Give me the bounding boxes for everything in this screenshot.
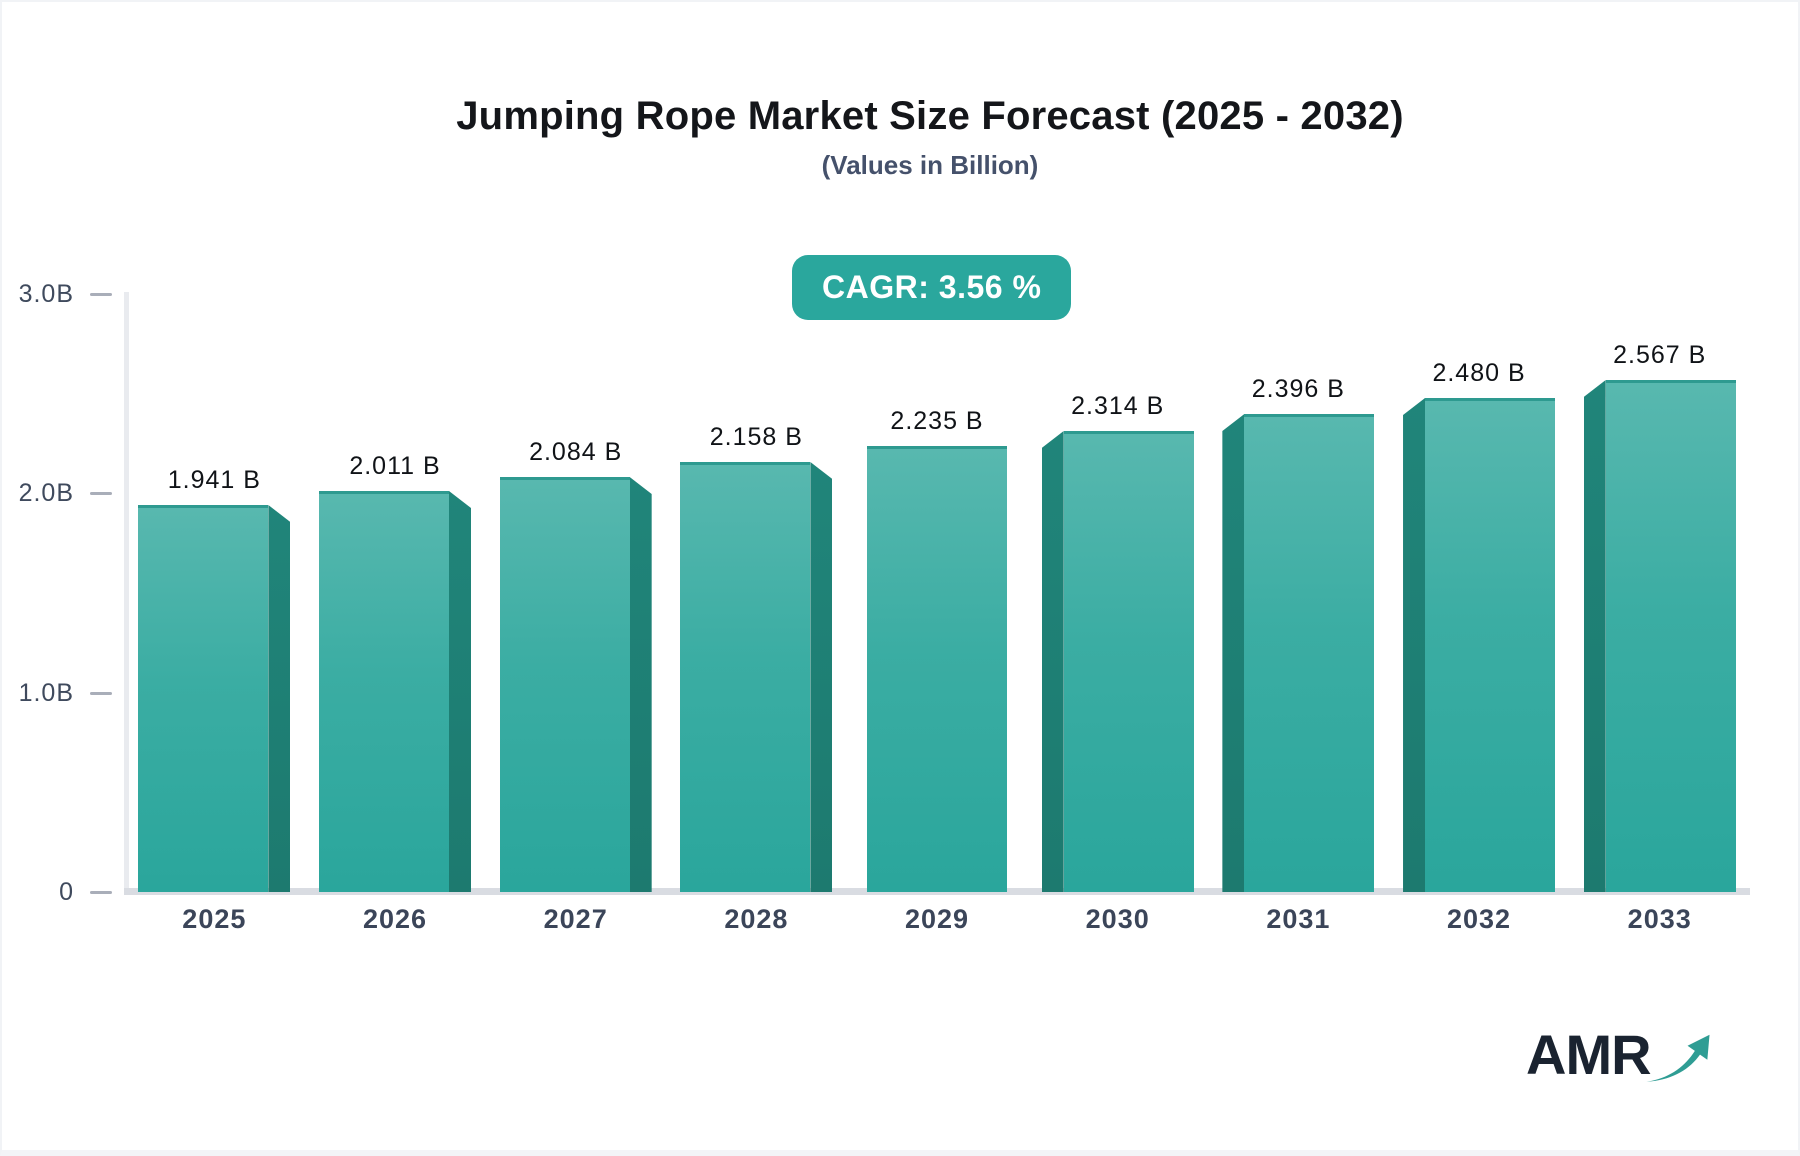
bar-value-label: 1.941 B (167, 466, 261, 494)
bar-2029: 2.235 B (867, 407, 1008, 892)
bar-value-label: 2.158 B (709, 423, 803, 451)
bar-2028: 2.158 B (680, 423, 833, 892)
amr-logo: AMR (1526, 1024, 1711, 1093)
x-axis-label: 2032 (1447, 904, 1512, 934)
chart-subtitle: (Values in Billion) (821, 150, 1039, 180)
bar-slot: 2.314 B (1027, 294, 1208, 892)
bar-side-shade (1041, 431, 1064, 892)
bar-slot: 2.396 B (1208, 294, 1389, 892)
y-tick-label: 0 (59, 877, 74, 906)
bar-face (1425, 398, 1556, 892)
bar-face (319, 491, 449, 892)
amr-logo-text: AMR (1526, 1023, 1652, 1086)
y-tick: 1.0B (19, 679, 112, 707)
bar-side-shade (1583, 380, 1606, 892)
y-tick-dash (90, 890, 112, 894)
x-axis-label: 2030 (1085, 904, 1150, 934)
bar-face (867, 446, 1008, 892)
bar-slot: 2.011 B (305, 294, 486, 892)
x-axis-labels: 2025 2026 2027 2028 2029 2030 2031 2032 2033 (124, 904, 1750, 935)
bar-side-shade (810, 462, 833, 892)
bar-face (138, 505, 269, 892)
bar-value-label: 2.084 B (529, 438, 623, 466)
y-tick: 3.0B (19, 280, 112, 308)
y-tick-dash (90, 491, 112, 495)
y-tick-label: 3.0B (18, 279, 74, 308)
bar-value-label: 2.480 B (1432, 359, 1526, 387)
y-tick: 2.0B (19, 479, 112, 507)
bar-side-shade (1222, 414, 1245, 892)
bar-side-shade (1403, 398, 1426, 892)
bar-face (1605, 380, 1736, 892)
y-tick-dash (90, 691, 112, 695)
x-axis-label: 2026 (362, 904, 428, 934)
bar-2027: 2.084 B (499, 438, 652, 892)
bar-slot: 2.567 B (1569, 294, 1750, 892)
x-axis-label: 2028 (724, 904, 789, 934)
bar-value-label: 2.235 B (890, 407, 984, 435)
bar-side-shade (629, 477, 652, 892)
bar-value-label: 2.011 B (349, 452, 441, 480)
bar-side-shade (268, 505, 291, 892)
bar-value-label: 2.567 B (1613, 341, 1707, 369)
bar-2033: 2.567 B (1583, 341, 1736, 892)
bar-slot: 2.158 B (666, 294, 847, 892)
bar-value-label: 2.396 B (1251, 375, 1345, 403)
x-axis-label: 2029 (904, 904, 970, 934)
y-tick-dash (90, 292, 112, 296)
chart-title: Jumping Rope Market Size Forecast (2025 … (456, 94, 1404, 138)
bar-face (499, 477, 630, 892)
bar-side-shade (449, 491, 471, 892)
bars: 1.941 B 2.011 B 2.084 B 2.158 B 2.235 B 2.314… (124, 294, 1750, 892)
bar-slot: 1.941 B (124, 294, 305, 892)
bar-2031: 2.396 B (1222, 375, 1375, 892)
bar-face (1244, 414, 1375, 892)
y-tick: 0 (59, 878, 112, 906)
bar-value-label: 2.314 B (1071, 392, 1165, 420)
growth-arrow-icon (1645, 1030, 1711, 1093)
y-tick-label: 2.0B (18, 478, 74, 507)
y-tick-label: 1.0B (18, 678, 74, 707)
x-axis-label: 2033 (1627, 904, 1692, 934)
bar-2025: 1.941 B (138, 466, 291, 892)
bar-2026: 2.011 B (319, 452, 471, 892)
bar-slot: 2.084 B (485, 294, 666, 892)
bar-2030: 2.314 B (1041, 392, 1194, 892)
cagr-badge: CAGR: 3.56 % (792, 255, 1072, 320)
x-axis-label: 2027 (543, 904, 608, 934)
x-axis-label: 2025 (182, 904, 247, 934)
x-axis-label: 2031 (1266, 904, 1331, 934)
bar-2032: 2.480 B (1403, 359, 1556, 892)
bar-face (680, 462, 811, 892)
bar-face (1063, 431, 1194, 892)
bar-slot: 2.235 B (847, 294, 1028, 892)
y-axis-ticks: 3.0B 2.0B 1.0B 0 (2, 280, 124, 906)
bar-slot: 2.480 B (1389, 294, 1570, 892)
y-axis-line (124, 292, 129, 893)
